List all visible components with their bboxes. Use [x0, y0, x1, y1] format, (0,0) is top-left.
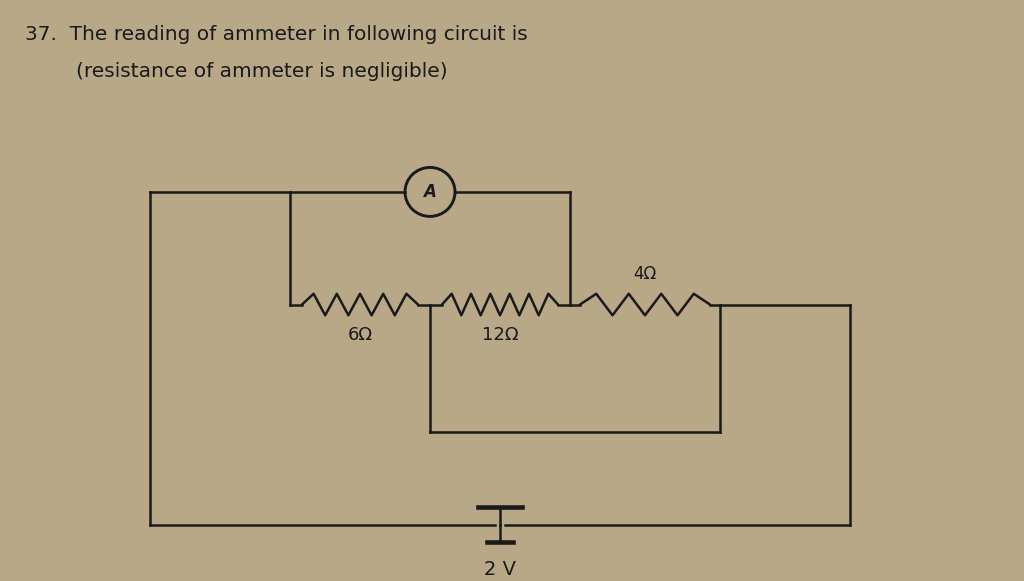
Text: (resistance of ammeter is negligible): (resistance of ammeter is negligible): [25, 62, 447, 81]
Text: 4Ω: 4Ω: [634, 265, 656, 283]
Text: 12Ω: 12Ω: [481, 326, 518, 344]
Text: 37.  The reading of ammeter in following circuit is: 37. The reading of ammeter in following …: [25, 26, 527, 45]
Text: A: A: [424, 183, 436, 201]
Text: 6Ω: 6Ω: [347, 326, 373, 344]
Text: 2 V: 2 V: [484, 560, 516, 579]
